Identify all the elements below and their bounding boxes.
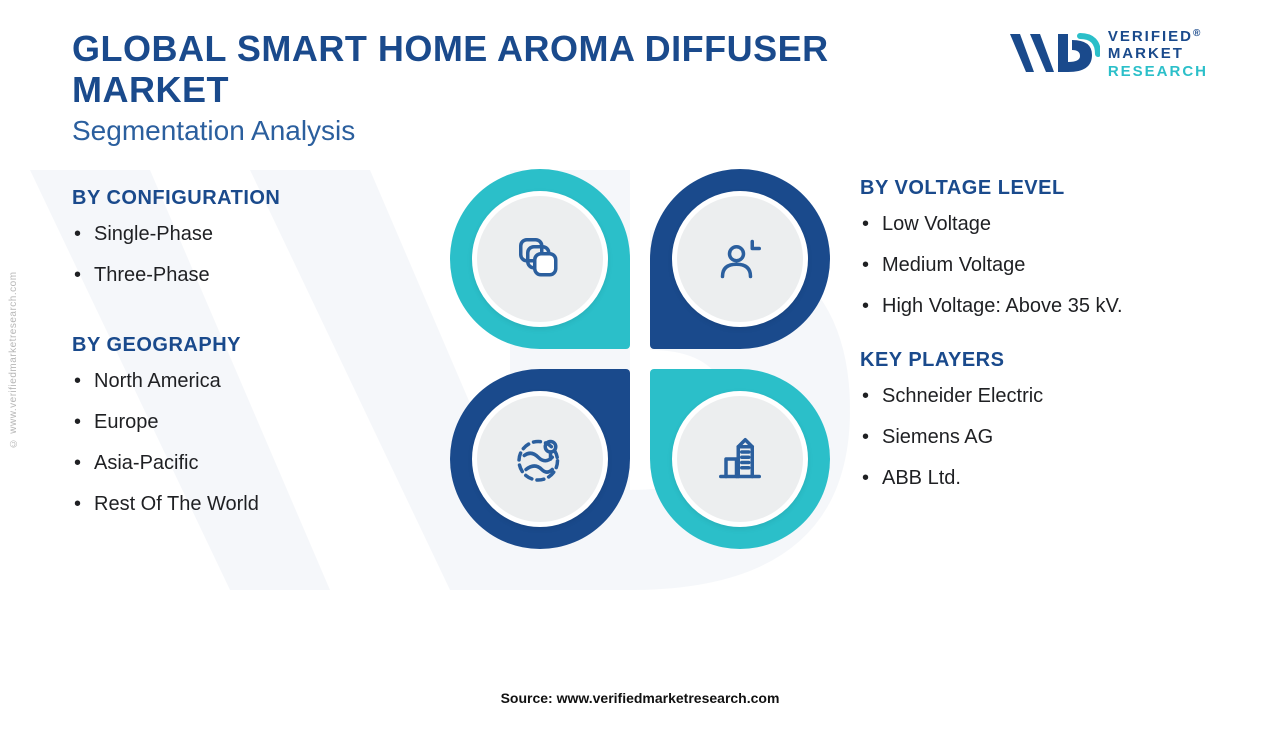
list-item: Schneider Electric — [860, 382, 1208, 411]
list-item: Medium Voltage — [860, 251, 1208, 280]
list-item: Siemens AG — [860, 423, 1208, 452]
petal-configuration — [450, 169, 630, 349]
list-item: High Voltage: Above 35 kV. — [860, 292, 1208, 321]
segment-title: BY VOLTAGE LEVEL — [860, 177, 1208, 200]
logo-line3: RESEARCH — [1108, 63, 1208, 80]
logo-line1: VERIFIED — [1108, 28, 1193, 45]
segment-list: Schneider Electric Siemens AG ABB Ltd. — [860, 382, 1208, 493]
logo-line2: MARKET — [1108, 45, 1208, 62]
segment-title: BY CONFIGURATION — [72, 187, 420, 210]
list-item: North America — [72, 367, 420, 396]
petal-geography — [450, 369, 630, 549]
segment-title: KEY PLAYERS — [860, 349, 1208, 372]
globe-icon — [512, 431, 568, 487]
list-item: Europe — [72, 408, 420, 437]
page-title: GLOBAL SMART HOME AROMA DIFFUSER MARKET — [72, 28, 852, 111]
list-item: Three-Phase — [72, 261, 420, 290]
list-item: Single-Phase — [72, 220, 420, 249]
segment-players: KEY PLAYERS Schneider Electric Siemens AG… — [860, 349, 1208, 493]
list-item: Rest Of The World — [72, 490, 420, 519]
segment-configuration: BY CONFIGURATION Single-Phase Three-Phase — [72, 187, 420, 290]
petal-players — [650, 369, 830, 549]
source-label: Source: www.verifiedmarketresearch.com — [0, 690, 1280, 706]
segment-list: Low Voltage Medium Voltage High Voltage: A… — [860, 210, 1208, 321]
segment-geography: BY GEOGRAPHY North America Europe Asia-Pac… — [72, 334, 420, 519]
page-subtitle: Segmentation Analysis — [72, 115, 852, 147]
segment-title: BY GEOGRAPHY — [72, 334, 420, 357]
header-row: GLOBAL SMART HOME AROMA DIFFUSER MARKET … — [72, 28, 1208, 147]
list-item: Asia-Pacific — [72, 449, 420, 478]
logo-mark-icon — [1008, 28, 1100, 80]
logo-registered: ® — [1193, 28, 1202, 39]
segment-voltage: BY VOLTAGE LEVEL Low Voltage Medium Volta… — [860, 177, 1208, 321]
segment-list: North America Europe Asia-Pacific Rest Of T… — [72, 367, 420, 519]
person-icon — [712, 231, 768, 287]
center-diagram — [440, 169, 840, 549]
brand-logo: VERIFIED® MARKET RESEARCH — [1008, 28, 1208, 80]
list-item: Low Voltage — [860, 210, 1208, 239]
segment-list: Single-Phase Three-Phase — [72, 220, 420, 290]
list-item: ABB Ltd. — [860, 464, 1208, 493]
layers-icon — [512, 231, 568, 287]
petal-voltage — [650, 169, 830, 349]
building-icon — [712, 431, 768, 487]
